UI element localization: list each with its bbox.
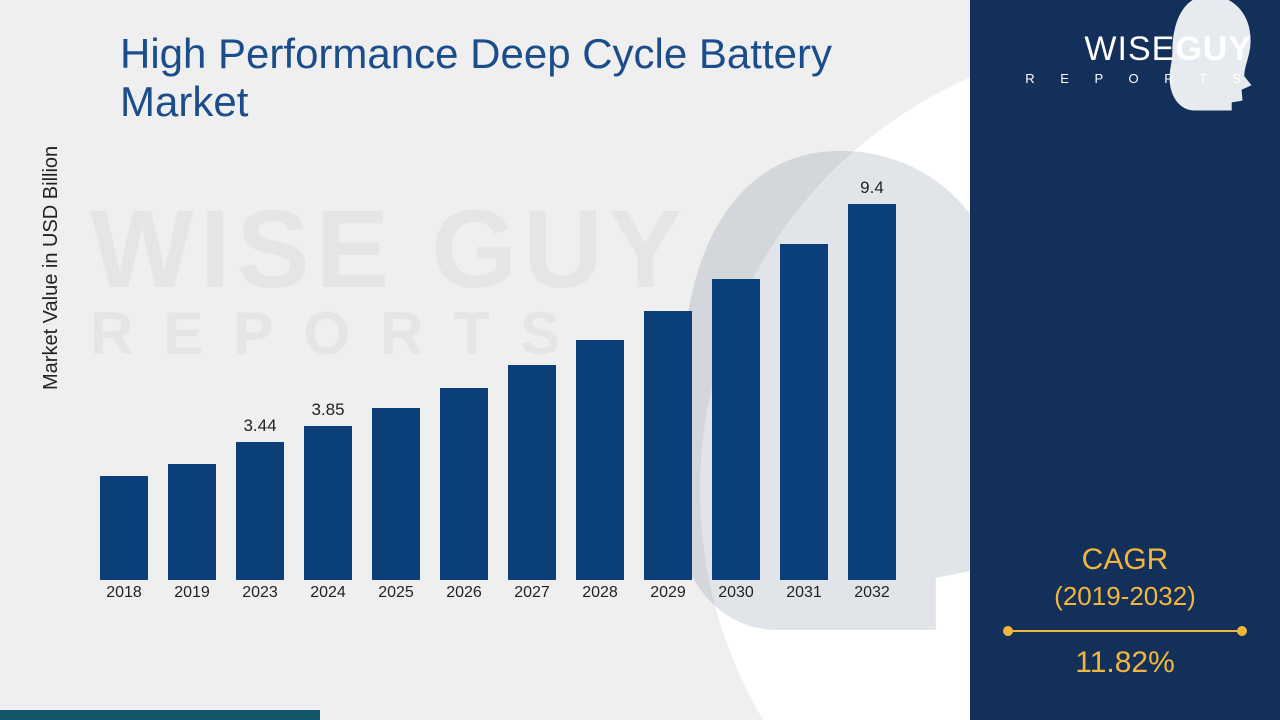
- bar-fill: [100, 476, 148, 580]
- x-tick-label: 2019: [168, 584, 216, 602]
- bar-fill: [508, 365, 556, 580]
- bar-fill: [168, 464, 216, 580]
- bar-fill: [644, 311, 692, 580]
- cagr-block: CAGR (2019-2032) 11.82%: [1000, 543, 1250, 680]
- bar: [508, 180, 556, 580]
- x-tick-label: 2029: [644, 584, 692, 602]
- cagr-label: CAGR: [1000, 543, 1250, 577]
- bar: [372, 180, 420, 580]
- bar: [440, 180, 488, 580]
- x-tick-label: 2024: [304, 584, 352, 602]
- cagr-value: 11.82%: [1000, 646, 1250, 680]
- cagr-divider: [1008, 630, 1242, 632]
- infographic-stage: WISE GUY REPORTS High Performance Deep C…: [0, 0, 1280, 720]
- bar: [576, 180, 624, 580]
- bar: [644, 180, 692, 580]
- logo-word-1: WISE: [1084, 30, 1175, 68]
- bar-fill: [440, 388, 488, 580]
- x-tick-label: 2023: [236, 584, 284, 602]
- chart-title: High Performance Deep Cycle Battery Mark…: [120, 30, 920, 127]
- x-tick-label: 2028: [576, 584, 624, 602]
- bar: [712, 180, 760, 580]
- bar: [168, 180, 216, 580]
- footer-accent: [0, 710, 320, 720]
- bar-fill: [372, 408, 420, 580]
- bar: [100, 180, 148, 580]
- bar-fill: [236, 442, 284, 580]
- bar-value-label: 3.85: [304, 400, 352, 420]
- bar-fill: [304, 426, 352, 580]
- bar: 3.44: [236, 180, 284, 580]
- x-axis: 2018 2019 2023 2024 2025 2026 2027 2028 2029 2030…: [100, 580, 910, 610]
- plot-area: 3.44 3.85 9.4: [100, 180, 910, 580]
- bar-fill: [780, 244, 828, 580]
- x-tick-label: 2026: [440, 584, 488, 602]
- bar-chart: Market Value in USD Billion 3.443.859.4 …: [80, 180, 910, 610]
- x-tick-label: 2025: [372, 584, 420, 602]
- bar-fill: [712, 279, 760, 580]
- x-tick-label: 2030: [712, 584, 760, 602]
- x-tick-label: 2027: [508, 584, 556, 602]
- bar-value-label: 3.44: [236, 416, 284, 436]
- x-tick-label: 2018: [100, 584, 148, 602]
- bar-fill: [576, 340, 624, 580]
- bar-value-label: 9.4: [848, 178, 896, 198]
- x-tick-label: 2032: [848, 584, 896, 602]
- bar: 3.85: [304, 180, 352, 580]
- bar: 9.4: [848, 180, 896, 580]
- y-axis-label: Market Value in USD Billion: [40, 146, 63, 390]
- bar-fill: [848, 204, 896, 580]
- x-tick-label: 2031: [780, 584, 828, 602]
- bar: [780, 180, 828, 580]
- cagr-range: (2019-2032): [1000, 581, 1250, 612]
- brand-head-icon: [1166, 0, 1256, 112]
- brand-logo: WISEGUY R E P O R T S: [992, 30, 1252, 86]
